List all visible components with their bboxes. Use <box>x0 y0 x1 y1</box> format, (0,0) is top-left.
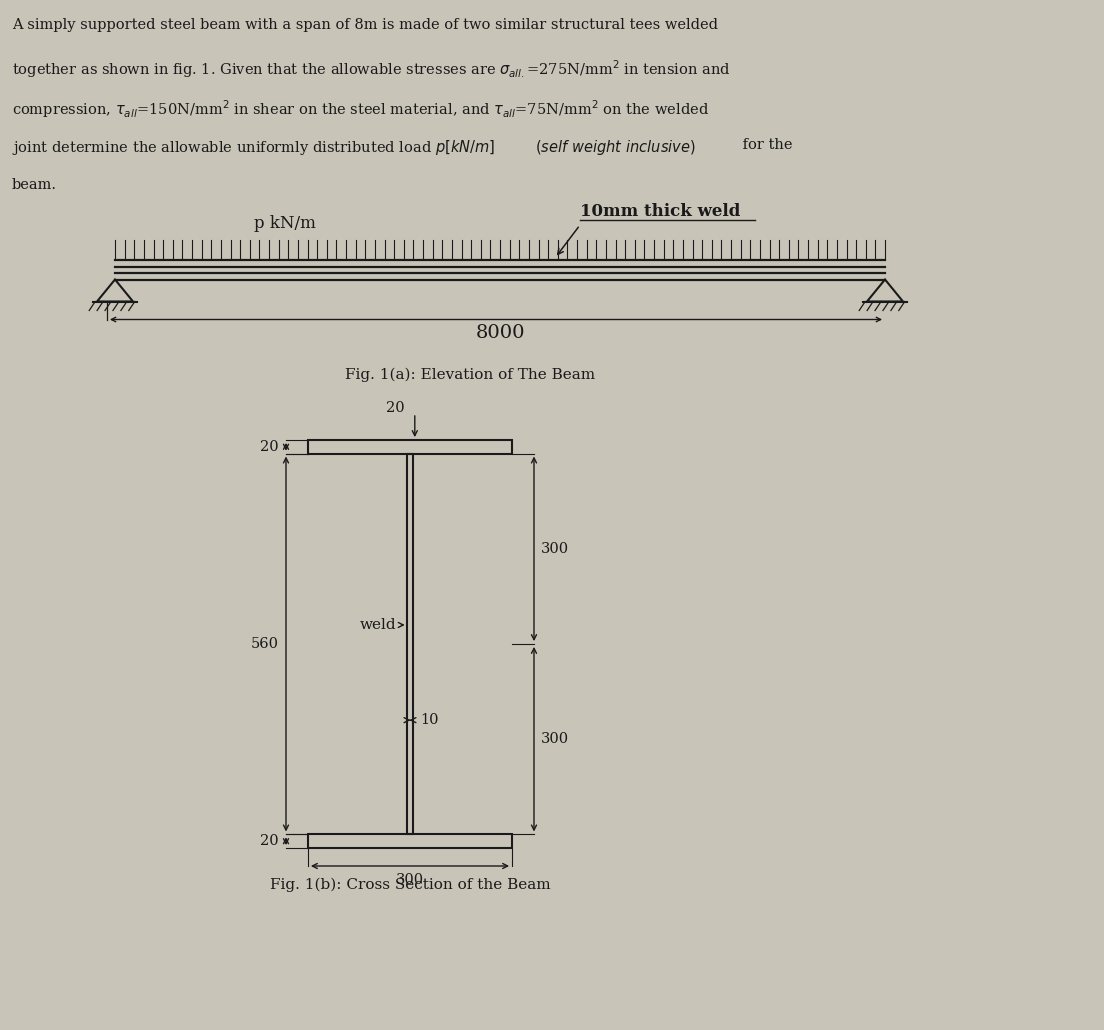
Text: 560: 560 <box>251 637 279 651</box>
Text: Fig. 1(b): Cross Section of the Beam: Fig. 1(b): Cross Section of the Beam <box>269 878 550 892</box>
Text: 300: 300 <box>541 542 570 556</box>
Text: 300: 300 <box>396 873 424 887</box>
Bar <box>406 453 413 834</box>
Text: for the: for the <box>737 138 793 152</box>
Text: 20: 20 <box>386 401 405 415</box>
Text: 10: 10 <box>421 713 439 727</box>
Text: Fig. 1(a): Elevation of The Beam: Fig. 1(a): Elevation of The Beam <box>344 368 595 382</box>
Text: beam.: beam. <box>12 178 57 192</box>
Text: weld: weld <box>360 618 396 632</box>
Bar <box>308 834 512 848</box>
Text: 300: 300 <box>541 732 570 746</box>
Text: p kN/m: p kN/m <box>254 215 316 232</box>
Text: A simply supported steel beam with a span of 8m is made of two similar structura: A simply supported steel beam with a spa… <box>12 18 718 32</box>
Text: 20: 20 <box>261 440 279 454</box>
Text: 20: 20 <box>261 834 279 848</box>
Text: joint determine the allowable uniformly distributed load $p[kN/m]$: joint determine the allowable uniformly … <box>12 138 495 157</box>
Text: 8000: 8000 <box>475 323 524 342</box>
Text: $(self\ weight\ inclusive)$: $(self\ weight\ inclusive)$ <box>535 138 696 157</box>
Text: compression, $\tau_{all}$=150N/mm$^2$ in shear on the steel material, and $\tau_: compression, $\tau_{all}$=150N/mm$^2$ in… <box>12 98 709 119</box>
Text: 10mm thick weld: 10mm thick weld <box>580 203 741 220</box>
Bar <box>308 440 512 453</box>
Text: together as shown in fig. 1. Given that the allowable stresses are $\sigma_{all.: together as shown in fig. 1. Given that … <box>12 58 731 79</box>
